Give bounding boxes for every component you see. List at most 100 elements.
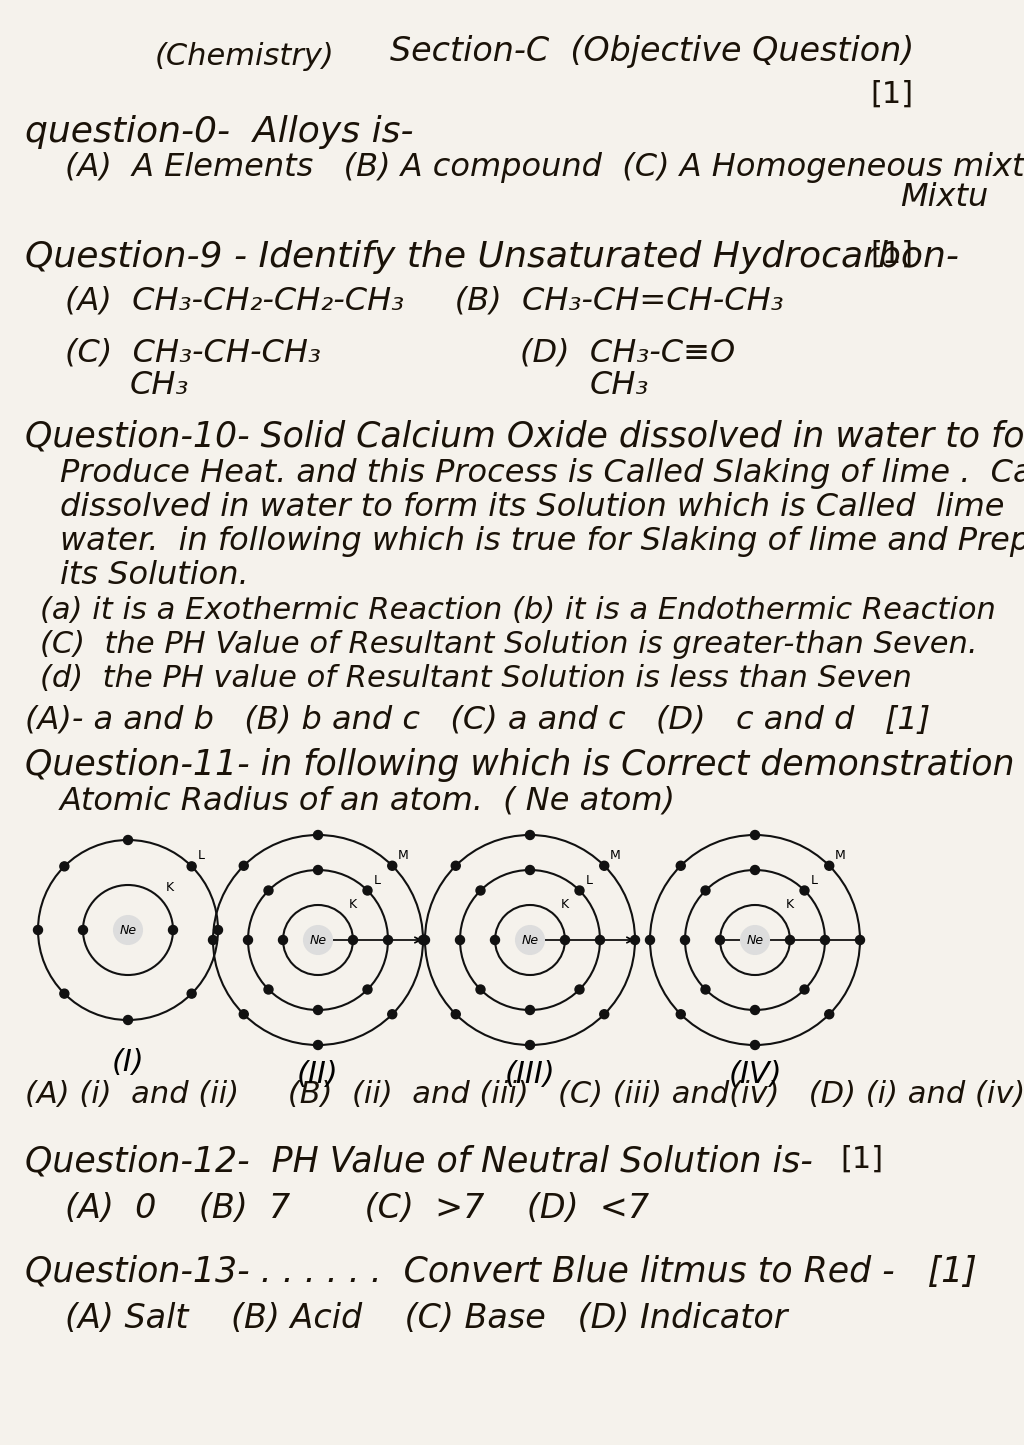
Circle shape [421, 935, 429, 945]
Circle shape [701, 985, 710, 994]
Circle shape [525, 866, 535, 874]
Text: M: M [398, 848, 409, 861]
Text: (A)  0    (B)  7       (C)  >7    (D)  <7: (A) 0 (B) 7 (C) >7 (D) <7 [65, 1192, 649, 1225]
Text: L: L [586, 874, 593, 887]
Circle shape [600, 861, 608, 870]
Text: K: K [166, 881, 174, 894]
Circle shape [388, 861, 396, 870]
Text: (D)  CH₃-C≡O: (D) CH₃-C≡O [520, 338, 735, 368]
Circle shape [419, 935, 427, 945]
Text: Ne: Ne [746, 933, 764, 946]
Circle shape [676, 861, 685, 870]
Text: (Chemistry): (Chemistry) [155, 42, 335, 71]
Text: CH₃: CH₃ [130, 370, 189, 402]
Text: Ne: Ne [309, 933, 327, 946]
Circle shape [575, 985, 584, 994]
Circle shape [279, 935, 288, 945]
Circle shape [751, 1006, 760, 1014]
Circle shape [741, 926, 769, 954]
Circle shape [525, 831, 535, 840]
Circle shape [645, 935, 654, 945]
Text: M: M [610, 848, 621, 861]
Text: (IV): (IV) [728, 1061, 781, 1090]
Text: (C)  the PH Value of Resultant Solution is greater-than Seven.: (C) the PH Value of Resultant Solution i… [40, 630, 978, 659]
Circle shape [384, 935, 392, 945]
Text: (I): (I) [112, 1048, 144, 1077]
Text: (A)- a and b   (B) b and c   (C) a and c   (D)   c and d   [1]: (A)- a and b (B) b and c (C) a and c (D)… [25, 705, 930, 736]
Text: (A) Salt    (B) Acid    (C) Base   (D) Indicator: (A) Salt (B) Acid (C) Base (D) Indicator [65, 1302, 787, 1335]
Circle shape [348, 935, 357, 945]
Circle shape [751, 1040, 760, 1049]
Circle shape [124, 1016, 132, 1025]
Text: Ne: Ne [120, 923, 136, 936]
Circle shape [388, 1010, 396, 1019]
Circle shape [716, 935, 725, 945]
Text: Section-C  (Objective Question): Section-C (Objective Question) [390, 35, 914, 68]
Text: Question-13- . . . . . .  Convert Blue litmus to Red -   [1]: Question-13- . . . . . . Convert Blue li… [25, 1256, 977, 1289]
Circle shape [855, 935, 864, 945]
Text: (A)  CH₃-CH₂-CH₂-CH₃     (B)  CH₃-CH=CH-CH₃: (A) CH₃-CH₂-CH₂-CH₃ (B) CH₃-CH=CH-CH₃ [65, 285, 783, 316]
Circle shape [240, 1010, 248, 1019]
Circle shape [800, 985, 809, 994]
Text: CH₃: CH₃ [590, 370, 649, 402]
Circle shape [456, 935, 465, 945]
Circle shape [59, 990, 69, 998]
Text: Ne: Ne [521, 933, 539, 946]
Text: dissolved in water to form its Solution which is Called  lime: dissolved in water to form its Solution … [60, 491, 1005, 523]
Circle shape [824, 1010, 834, 1019]
Text: Question-9 - Identify the Unsaturated Hydrocarbon-: Question-9 - Identify the Unsaturated Hy… [25, 240, 958, 275]
Text: Question-10- Solid Calcium Oxide dissolved in water to form Calcium Hydroxide: Question-10- Solid Calcium Oxide dissolv… [25, 420, 1024, 454]
Circle shape [490, 935, 500, 945]
Text: question-0-  Alloys is-: question-0- Alloys is- [25, 116, 414, 149]
Circle shape [264, 886, 273, 894]
Circle shape [631, 935, 640, 945]
Circle shape [751, 831, 760, 840]
Circle shape [313, 1040, 323, 1049]
Text: (A)  A Elements   (B) A compound  (C) A Homogeneous mixture  (D) A Hetero: (A) A Elements (B) A compound (C) A Homo… [65, 152, 1024, 184]
Circle shape [681, 935, 689, 945]
Text: (II): (II) [297, 1061, 339, 1090]
Text: water.  in following which is true for Slaking of lime and Prepara: water. in following which is true for Sl… [60, 526, 1024, 556]
Circle shape [751, 866, 760, 874]
Text: Atomic Radius of an atom.  ( Ne atom): Atomic Radius of an atom. ( Ne atom) [60, 786, 676, 816]
Text: [1]: [1] [870, 240, 913, 269]
Circle shape [701, 886, 710, 894]
Text: (d)  the PH value of Resultant Solution is less than Seven: (d) the PH value of Resultant Solution i… [40, 665, 912, 694]
Text: K: K [349, 899, 357, 912]
Circle shape [264, 985, 273, 994]
Text: K: K [561, 899, 569, 912]
Circle shape [575, 886, 584, 894]
Circle shape [820, 935, 829, 945]
Text: L: L [374, 874, 381, 887]
Circle shape [169, 925, 177, 935]
Circle shape [313, 866, 323, 874]
Text: [1]: [1] [870, 79, 913, 108]
Circle shape [187, 990, 197, 998]
Text: L: L [810, 874, 817, 887]
Text: L: L [198, 850, 205, 863]
Circle shape [525, 1006, 535, 1014]
Circle shape [59, 861, 69, 871]
Circle shape [452, 861, 460, 870]
Circle shape [452, 1010, 460, 1019]
Circle shape [240, 861, 248, 870]
Text: Mixtu: Mixtu [900, 182, 988, 212]
Circle shape [516, 926, 544, 954]
Circle shape [362, 886, 372, 894]
Circle shape [476, 886, 485, 894]
Text: Produce Heat. and this Process is Called Slaking of lime .  Ca(OH)₂: Produce Heat. and this Process is Called… [60, 458, 1024, 488]
Circle shape [785, 935, 795, 945]
Circle shape [313, 1006, 323, 1014]
Text: (A) (i)  and (ii)     (B)  (ii)  and (iii)   (C) (iii) and(iv)   (D) (i) and (iv: (A) (i) and (ii) (B) (ii) and (iii) (C) … [25, 1079, 1024, 1108]
Circle shape [114, 916, 142, 944]
Text: K: K [785, 899, 794, 912]
Circle shape [800, 886, 809, 894]
Circle shape [209, 935, 217, 945]
Circle shape [213, 925, 222, 935]
Circle shape [596, 935, 604, 945]
Circle shape [34, 925, 43, 935]
Text: Question-11- in following which is Correct demonstration of the: Question-11- in following which is Corre… [25, 749, 1024, 782]
Circle shape [362, 985, 372, 994]
Text: its Solution.: its Solution. [60, 561, 249, 591]
Text: Question-12-  PH Value of Neutral Solution is-: Question-12- PH Value of Neutral Solutio… [25, 1144, 813, 1179]
